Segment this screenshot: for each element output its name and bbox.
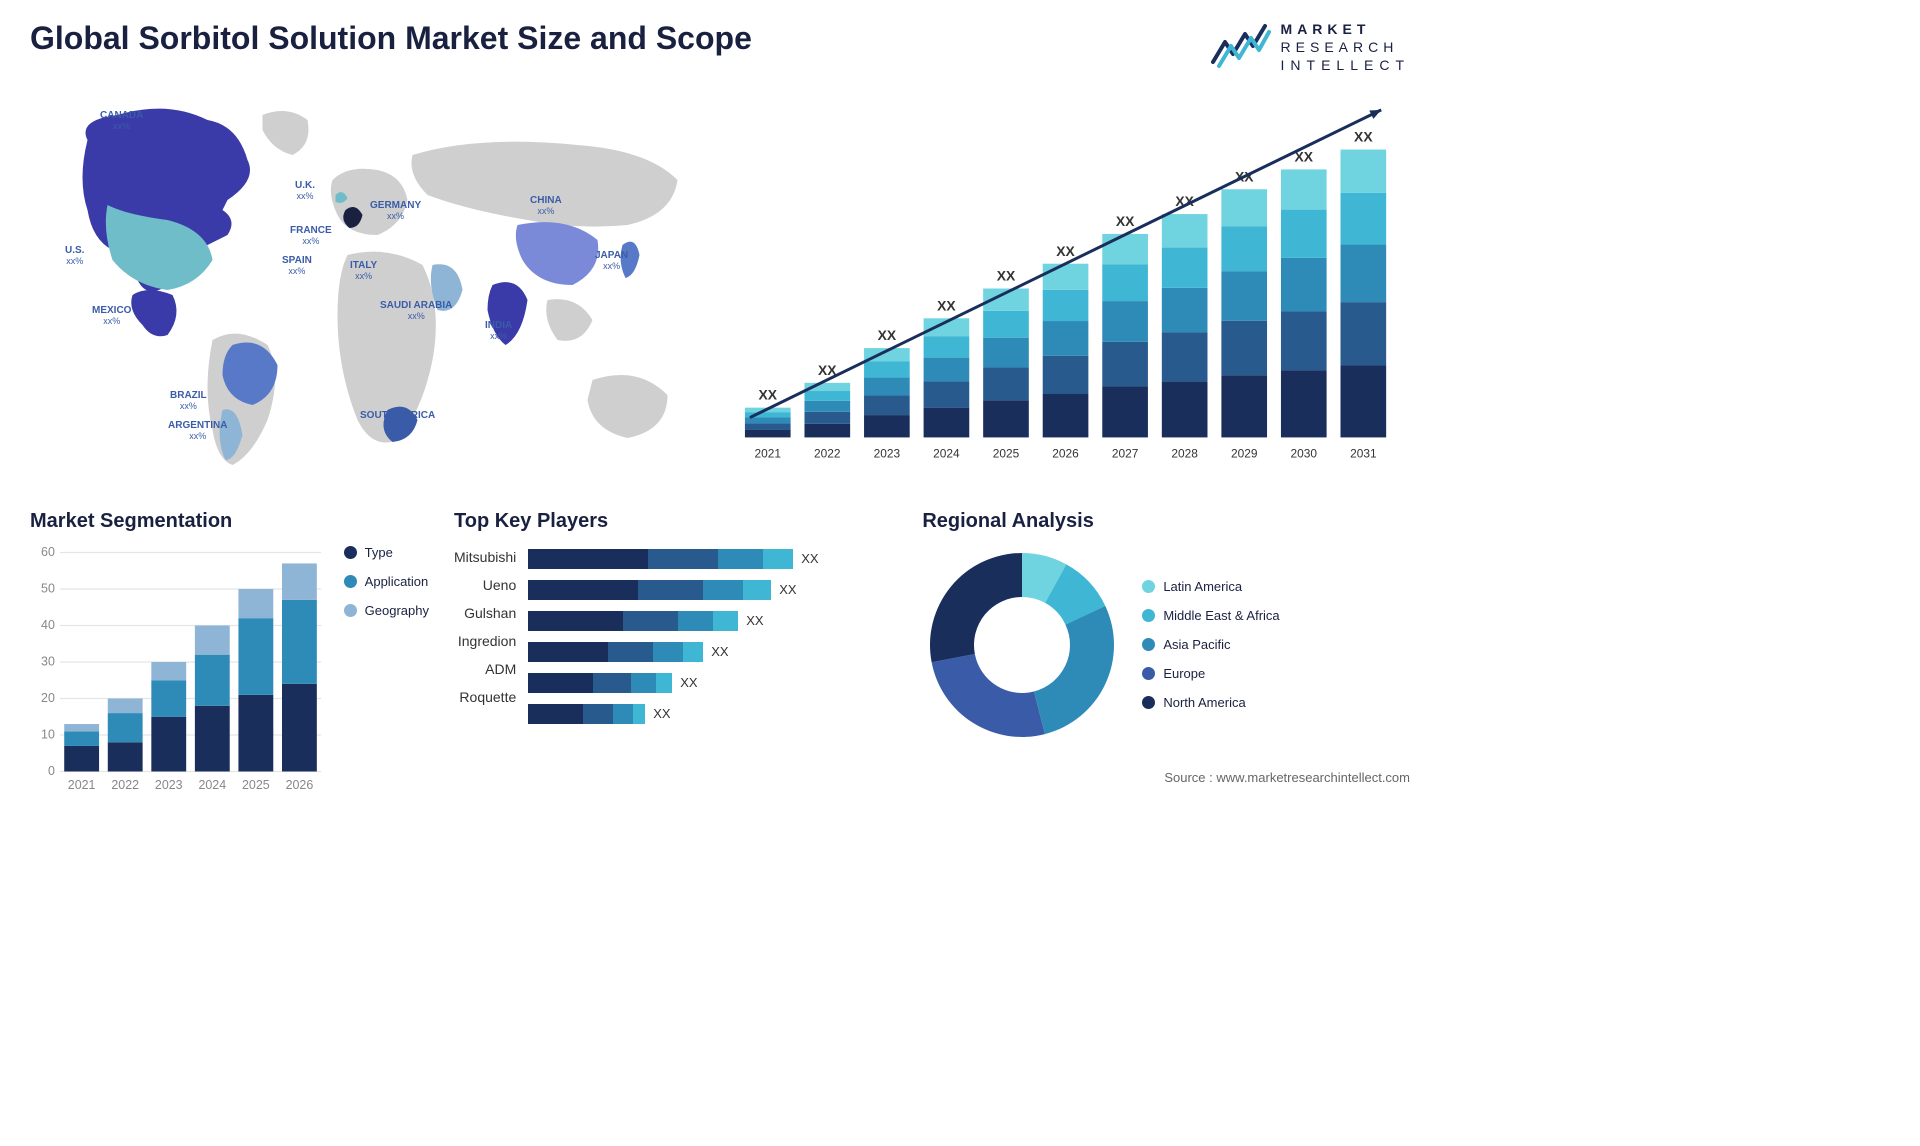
svg-text:2025: 2025: [242, 777, 270, 791]
svg-text:2022: 2022: [814, 446, 841, 460]
svg-text:2028: 2028: [1171, 446, 1198, 460]
players-labels: Mitsubishi Ueno Gulshan Ingredion ADM Roquett…: [454, 545, 516, 724]
legend-item: Application: [344, 574, 429, 589]
map-australia: [588, 375, 668, 438]
player-label: Ueno: [454, 577, 516, 593]
legend-item: Asia Pacific: [1142, 637, 1279, 652]
country-label: GERMANYxx%: [370, 200, 421, 222]
svg-text:XX: XX: [878, 327, 897, 343]
country-label: JAPANxx%: [595, 250, 628, 272]
svg-text:2026: 2026: [1052, 446, 1079, 460]
legend-item: Type: [344, 545, 429, 560]
map-mexico: [131, 290, 176, 336]
svg-text:2029: 2029: [1231, 446, 1258, 460]
country-label: INDIAxx%: [485, 320, 512, 342]
brand-logo: MARKET RESEARCH INTELLECT: [1211, 20, 1410, 75]
svg-text:2025: 2025: [993, 446, 1020, 460]
svg-text:2027: 2027: [1112, 446, 1139, 460]
regional-title: Regional Analysis: [922, 510, 1410, 533]
svg-text:2024: 2024: [198, 777, 226, 791]
player-bar-row: XX: [528, 673, 897, 693]
page-title: Global Sorbitol Solution Market Size and…: [30, 20, 752, 57]
country-label: U.K.xx%: [295, 180, 315, 202]
svg-text:2021: 2021: [755, 446, 782, 460]
svg-text:XX: XX: [1116, 213, 1135, 229]
player-bar-row: XX: [528, 642, 897, 662]
country-label: SPAINxx%: [282, 255, 312, 277]
svg-text:XX: XX: [1354, 128, 1373, 144]
svg-text:2024: 2024: [933, 446, 960, 460]
segmentation-chart: 0 10 20 30 40 50 60 2021 2022 2023 2024 2025 2026: [30, 545, 329, 794]
players-title: Top Key Players: [454, 510, 897, 533]
country-label: BRAZILxx%: [170, 390, 207, 412]
segmentation-title: Market Segmentation: [30, 510, 429, 533]
svg-text:2022: 2022: [111, 777, 139, 791]
regional-legend: Latin America Middle East & Africa Asia Pa…: [1142, 579, 1279, 710]
map-seasia: [546, 299, 592, 341]
svg-text:2030: 2030: [1291, 446, 1318, 460]
players-bars: XX XX XX XX XX XX: [528, 545, 897, 724]
growth-chart-panel: 2021 XX 2022 XX 2023 XX 2024 XX 2025 XX 2026 XX 2027…: [735, 90, 1410, 480]
player-bar-row: XX: [528, 704, 897, 724]
svg-text:60: 60: [41, 545, 55, 559]
logo-icon: [1211, 22, 1271, 72]
country-label: MEXICOxx%: [92, 305, 131, 327]
svg-text:0: 0: [48, 764, 55, 778]
svg-text:XX: XX: [1056, 242, 1075, 258]
legend-item: North America: [1142, 695, 1279, 710]
player-label: Roquette: [454, 689, 516, 705]
country-label: CHINAxx%: [530, 195, 562, 217]
country-label: SAUDI ARABIAxx%: [380, 300, 452, 322]
country-label: ITALYxx%: [350, 260, 377, 282]
map-greenland: [263, 111, 309, 155]
svg-text:2021: 2021: [68, 777, 96, 791]
svg-text:50: 50: [41, 581, 55, 595]
logo-line3: INTELLECT: [1281, 56, 1410, 74]
players-panel: Top Key Players Mitsubishi Ueno Gulshan Ing…: [454, 510, 897, 755]
player-bar-row: XX: [528, 580, 897, 600]
svg-text:10: 10: [41, 727, 55, 741]
svg-text:2026: 2026: [286, 777, 314, 791]
player-label: Ingredion: [454, 633, 516, 649]
svg-text:XX: XX: [758, 386, 777, 402]
country-label: ARGENTINAxx%: [168, 420, 227, 442]
segmentation-panel: Market Segmentation 01020304050602021202…: [30, 510, 429, 755]
country-label: CANADAxx%: [100, 110, 143, 132]
svg-text:40: 40: [41, 618, 55, 632]
segmentation-legend: Type Application Geography: [344, 545, 429, 755]
legend-item: Europe: [1142, 666, 1279, 681]
player-label: Mitsubishi: [454, 549, 516, 565]
legend-item: Middle East & Africa: [1142, 608, 1279, 623]
svg-text:30: 30: [41, 654, 55, 668]
svg-text:XX: XX: [997, 267, 1016, 283]
map-china: [516, 222, 598, 285]
country-label: U.S.xx%: [65, 245, 84, 267]
world-map-panel: CANADAxx% U.S.xx% MEXICOxx% BRAZILxx% ARGENT…: [30, 90, 705, 480]
svg-text:2023: 2023: [155, 777, 183, 791]
svg-text:2031: 2031: [1350, 446, 1377, 460]
logo-line1: MARKET: [1281, 20, 1410, 38]
player-bar-row: XX: [528, 611, 897, 631]
legend-item: Latin America: [1142, 579, 1279, 594]
svg-text:20: 20: [41, 691, 55, 705]
svg-text:2023: 2023: [874, 446, 901, 460]
player-label: ADM: [454, 661, 516, 677]
player-bar-row: XX: [528, 549, 897, 569]
regional-donut: [922, 545, 1122, 745]
country-label: FRANCExx%: [290, 225, 332, 247]
regional-panel: Regional Analysis Latin America Middle Ea…: [922, 510, 1410, 755]
logo-line2: RESEARCH: [1281, 38, 1410, 56]
legend-item: Geography: [344, 603, 429, 618]
country-label: SOUTH AFRICAxx%: [360, 410, 435, 432]
player-label: Gulshan: [454, 605, 516, 621]
svg-text:XX: XX: [937, 297, 956, 313]
growth-chart: 2021 XX 2022 XX 2023 XX 2024 XX 2025 XX 2026 XX 2027…: [735, 90, 1410, 477]
